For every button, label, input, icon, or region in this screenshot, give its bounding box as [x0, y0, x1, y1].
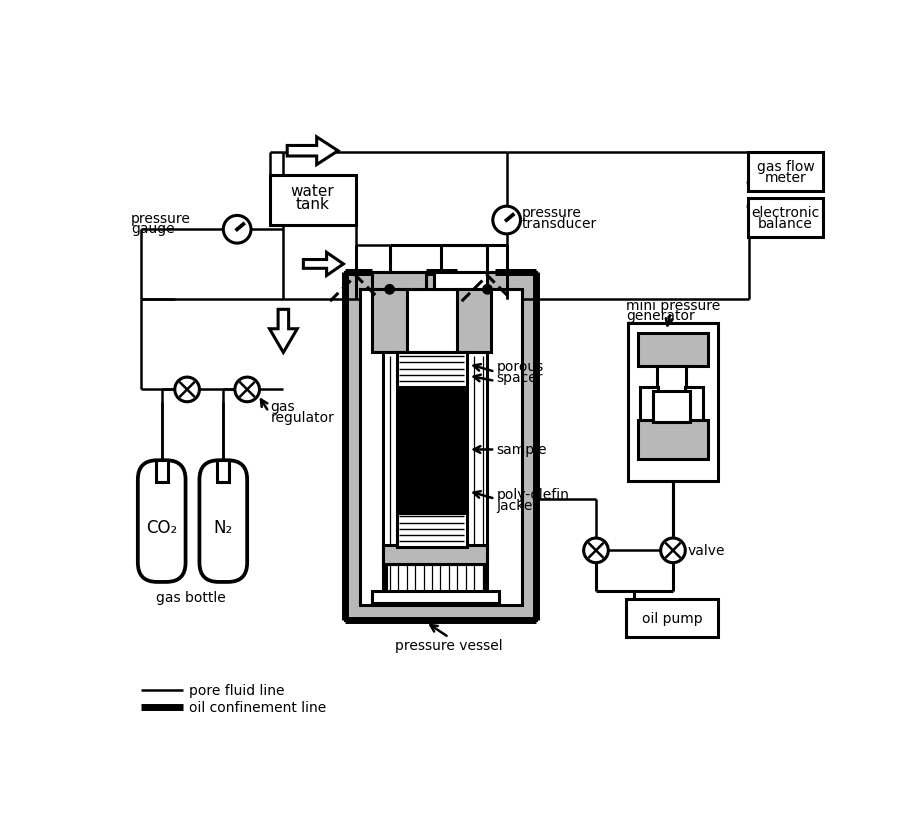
Text: jacket: jacket	[497, 499, 539, 512]
Text: CO₂: CO₂	[146, 519, 177, 537]
Text: gas flow: gas flow	[757, 160, 814, 174]
Bar	[653, 391, 690, 423]
Text: gauge: gauge	[131, 222, 175, 236]
Text: pressure: pressure	[521, 206, 581, 220]
Bar	[345, 272, 536, 621]
Bar	[371, 290, 407, 353]
Circle shape	[584, 538, 608, 563]
Bar	[217, 461, 229, 482]
Text: electronic: electronic	[751, 206, 820, 220]
Text: pore fluid line: pore fluid line	[189, 683, 285, 697]
Circle shape	[661, 538, 686, 563]
Text: balance: balance	[758, 217, 813, 231]
Bar	[396, 388, 467, 513]
Circle shape	[235, 378, 260, 402]
Text: oil confinement line: oil confinement line	[189, 700, 327, 714]
Circle shape	[384, 284, 395, 295]
Bar	[270, 176, 356, 226]
Bar	[383, 353, 488, 595]
Text: pressure: pressure	[131, 212, 190, 226]
Bar	[456, 290, 492, 353]
Bar	[626, 599, 719, 638]
Bar	[685, 388, 703, 426]
Circle shape	[482, 284, 492, 295]
Bar	[433, 272, 488, 289]
FancyBboxPatch shape	[138, 461, 186, 582]
Text: valve: valve	[687, 543, 725, 557]
Bar	[748, 199, 823, 237]
Text: meter: meter	[764, 170, 807, 184]
Text: water: water	[291, 184, 334, 199]
Bar	[638, 421, 708, 459]
FancyBboxPatch shape	[200, 461, 248, 582]
Polygon shape	[270, 310, 298, 353]
Bar	[386, 565, 485, 595]
Text: gas: gas	[270, 400, 295, 414]
Bar	[396, 353, 467, 388]
Bar	[396, 513, 467, 547]
Text: oil pump: oil pump	[642, 611, 702, 625]
Bar	[155, 461, 168, 482]
Text: spacer: spacer	[497, 370, 543, 385]
Bar	[383, 545, 488, 565]
Circle shape	[175, 378, 200, 402]
Bar	[748, 153, 823, 192]
Text: N₂: N₂	[213, 519, 233, 537]
Polygon shape	[303, 253, 344, 276]
Bar	[371, 272, 426, 289]
Bar	[360, 290, 522, 605]
Text: sample: sample	[497, 443, 547, 457]
Bar	[627, 324, 719, 481]
Circle shape	[224, 216, 251, 244]
Bar	[371, 591, 499, 603]
Bar	[657, 366, 686, 418]
Circle shape	[492, 207, 520, 235]
Bar	[640, 388, 659, 426]
Text: regulator: regulator	[270, 411, 334, 424]
Text: gas bottle: gas bottle	[156, 590, 225, 605]
Text: porous: porous	[497, 360, 544, 374]
Text: tank: tank	[296, 196, 330, 212]
Text: mini pressure: mini pressure	[626, 299, 721, 313]
Text: pressure vessel: pressure vessel	[395, 638, 503, 653]
Text: poly-olefin: poly-olefin	[497, 488, 569, 501]
Text: transducer: transducer	[521, 217, 597, 231]
Text: generator: generator	[626, 309, 695, 323]
Bar	[638, 334, 708, 366]
Polygon shape	[287, 137, 338, 165]
